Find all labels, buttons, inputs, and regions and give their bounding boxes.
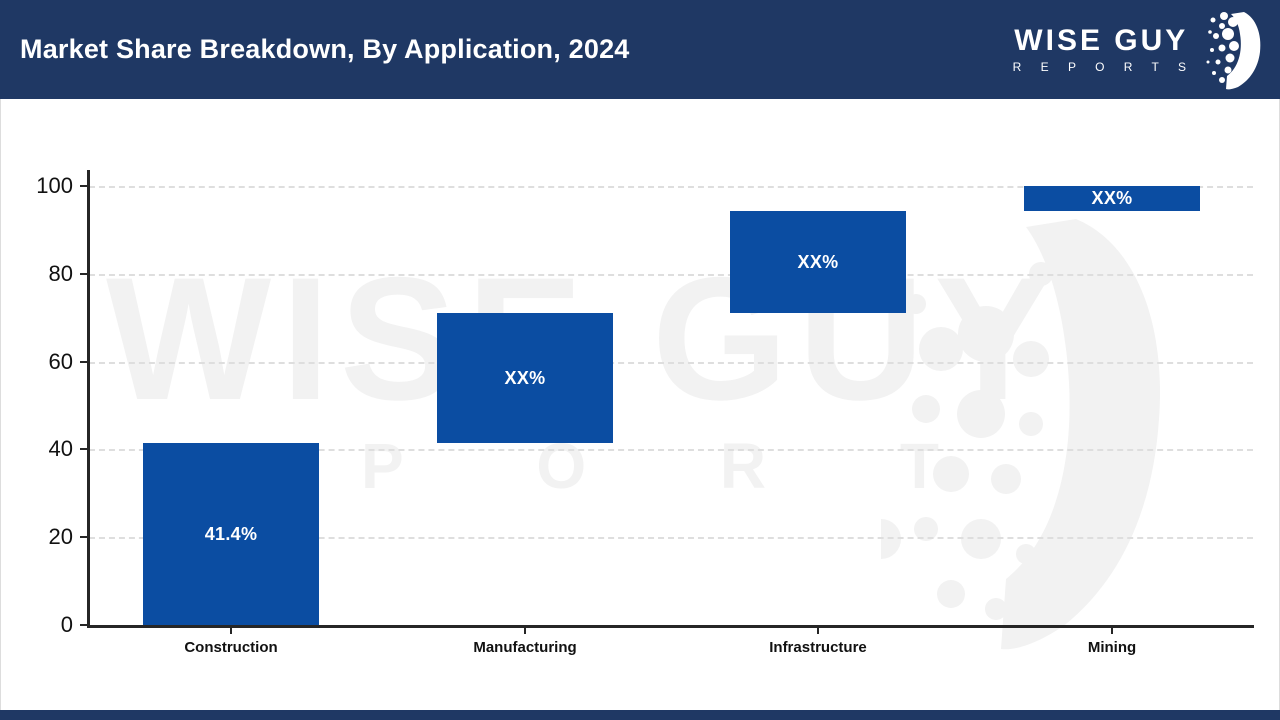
brand-logo: WISE GUY R E P O R T S <box>1009 10 1262 90</box>
y-tick <box>80 536 88 539</box>
bar: XX% <box>1024 186 1200 212</box>
bar: XX% <box>730 211 906 314</box>
x-tick-label: Manufacturing <box>473 639 577 656</box>
header-bar: Market Share Breakdown, By Application, … <box>0 0 1280 99</box>
y-tick-label: 100 <box>36 173 73 198</box>
page-title: Market Share Breakdown, By Application, … <box>20 34 630 64</box>
y-tick <box>80 272 88 275</box>
brand-subname: R E P O R T S <box>1012 60 1194 74</box>
x-tick-label: Mining <box>1087 639 1137 656</box>
y-tick-label: 0 <box>60 612 73 637</box>
bar-value-label: XX% <box>1091 188 1133 208</box>
brand-wordmark: WISE GUY R E P O R T S <box>1009 24 1194 74</box>
bar-value-label: 41.4% <box>204 523 258 544</box>
brand-face-icon <box>1206 11 1261 89</box>
y-tick <box>80 185 88 187</box>
brand-name: WISE GUY <box>1014 24 1189 57</box>
y-tick-label: 40 <box>48 436 73 462</box>
gridline <box>89 537 1253 540</box>
bar-value-label: XX% <box>504 367 546 388</box>
x-tick <box>817 627 819 634</box>
chart-area: WISE GUY P O R T S 0 20 40 60 80 100 41.4% Cons… <box>0 99 1280 710</box>
x-tick-label: Construction <box>184 639 278 656</box>
y-tick <box>80 448 88 451</box>
y-tick-label: 80 <box>48 260 73 286</box>
gridline <box>89 361 1253 364</box>
footer-bar <box>0 710 1280 720</box>
y-tick-label: 20 <box>48 524 73 550</box>
gridline <box>89 273 1253 276</box>
y-axis-line <box>87 170 90 627</box>
x-tick <box>524 627 526 634</box>
y-tick <box>80 360 88 363</box>
y-tick-label: 60 <box>48 348 73 374</box>
gridline <box>89 186 1253 188</box>
bar: XX% <box>437 313 613 444</box>
x-tick <box>230 627 232 634</box>
x-axis-line <box>87 625 1254 628</box>
y-tick <box>80 624 88 626</box>
bar-value-label: XX% <box>797 251 839 272</box>
bar: 41.4% <box>143 443 319 625</box>
gridline <box>89 449 1253 452</box>
watermark-face-dots <box>881 219 1160 650</box>
x-tick-label: Infrastructure <box>769 639 867 656</box>
x-tick <box>1111 627 1113 634</box>
